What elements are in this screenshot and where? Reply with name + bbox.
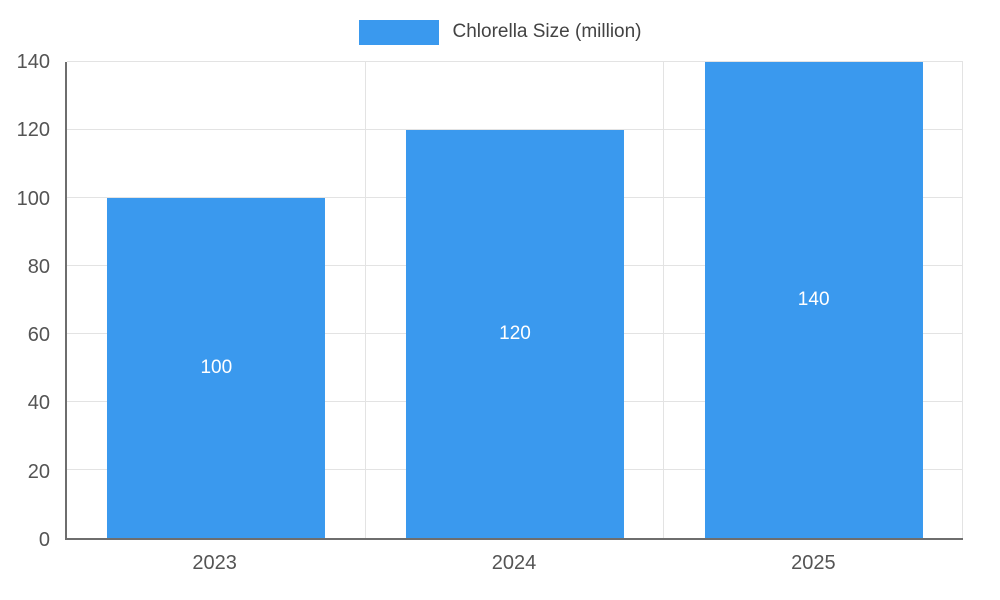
- y-tick-label: 20: [27, 460, 50, 483]
- plot-area: 100 120 140: [65, 61, 963, 540]
- legend-label: Chlorella Size (million): [452, 21, 642, 42]
- gridline-vertical: [962, 62, 963, 538]
- y-tick-label: 80: [27, 255, 50, 278]
- bar-column: 100: [67, 62, 366, 538]
- x-axis: 2023 2024 2025: [65, 552, 963, 580]
- y-tick-label: 0: [38, 529, 50, 551]
- bar-column: 120: [366, 62, 665, 538]
- x-tick-label-2025: 2025: [791, 552, 836, 574]
- y-tick-label: 100: [16, 187, 50, 210]
- legend-swatch: [358, 19, 439, 45]
- y-tick-label: 60: [27, 324, 50, 347]
- bar-2023: 100: [107, 198, 326, 538]
- x-tick-label-2023: 2023: [192, 552, 237, 574]
- y-tick-label: 140: [16, 51, 50, 73]
- gridline-vertical: [663, 62, 665, 538]
- bar-value-label: 140: [797, 289, 830, 310]
- gridline-horizontal: [67, 61, 963, 62]
- bar-value-label: 120: [499, 323, 531, 344]
- chart-legend: Chlorella Size (million): [0, 18, 1000, 46]
- bar-2025: 140: [704, 62, 923, 538]
- y-tick-label: 40: [27, 392, 50, 415]
- gridline-horizontal: [67, 129, 963, 130]
- y-axis: 0 20 40 60 80 100 120 140: [0, 51, 56, 551]
- bar-value-label: 100: [200, 357, 233, 378]
- y-tick-label: 120: [16, 119, 50, 142]
- bar-column: 140: [664, 62, 963, 538]
- bar-2024: 120: [405, 130, 624, 538]
- gridline-vertical: [364, 62, 366, 538]
- x-tick-label-2024: 2024: [491, 552, 537, 574]
